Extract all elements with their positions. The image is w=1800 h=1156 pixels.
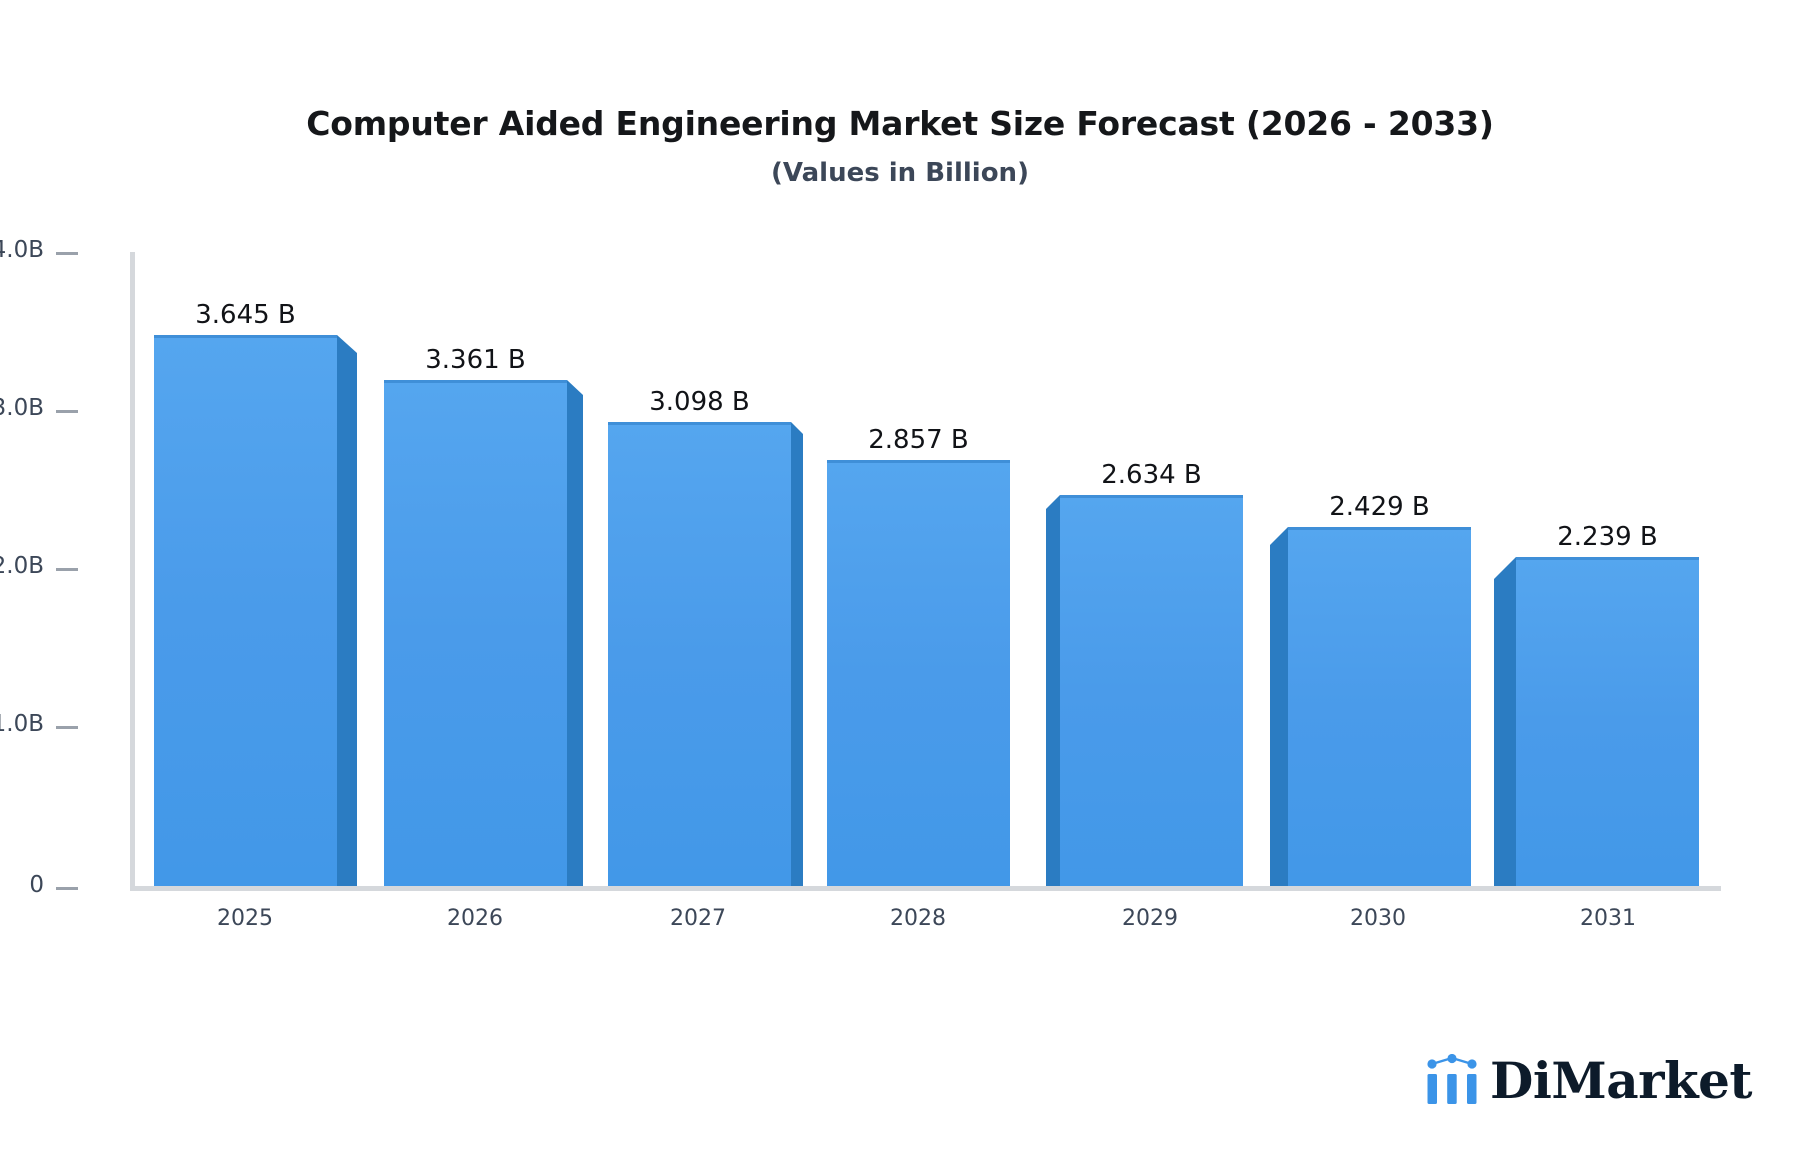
chart-title-block: Computer Aided Engineering Market Size F… (0, 104, 1800, 188)
bar-side-2031 (1494, 557, 1516, 886)
bar-2029[interactable] (1060, 495, 1243, 886)
bar-2028[interactable] (827, 460, 1010, 886)
bar-top-edge (1288, 527, 1471, 530)
y-axis-tick-dash (56, 252, 78, 255)
bar-top-edge (608, 422, 791, 425)
y-axis-tick-dash (56, 887, 78, 890)
x-axis-tick-2031: 2031 (1580, 906, 1636, 931)
bar-chart-logo-icon (1424, 1053, 1480, 1106)
y-axis-tick-label: 2.0B (0, 553, 44, 579)
y-axis-tick-label: 3.0B (0, 395, 44, 421)
page-title: Computer Aided Engineering Market Size F… (306, 104, 1494, 143)
x-axis-tick-2029: 2029 (1122, 906, 1178, 931)
bar-side-2030 (1270, 527, 1288, 886)
x-axis-tick-2027: 2027 (670, 906, 726, 931)
y-axis-line (130, 252, 135, 890)
bar-top-edge (827, 460, 1010, 463)
bar-2026[interactable] (384, 380, 567, 886)
bar-2027[interactable] (608, 422, 791, 886)
x-axis-tick-2028: 2028 (890, 906, 946, 931)
bar-value-2028: 2.857 B (868, 425, 969, 455)
y-axis-tick-label: 1.0B (0, 711, 44, 737)
y-axis-tick-label: 0 (29, 872, 44, 898)
bar-2031[interactable] (1516, 557, 1699, 886)
bar-top-edge (384, 380, 567, 383)
bar-top-edge (154, 335, 337, 338)
y-axis-tick-label: 4.0B (0, 237, 44, 263)
bar-value-2027: 3.098 B (649, 387, 750, 417)
x-axis-tick-2026: 2026 (447, 906, 503, 931)
bar-2030[interactable] (1288, 527, 1471, 886)
bar-value-2026: 3.361 B (425, 345, 526, 375)
bar-side-face-2025 (337, 335, 357, 886)
bar-side-2027 (791, 422, 803, 886)
bar-value-2031: 2.239 B (1557, 522, 1658, 552)
brand-name: DiMarket (1490, 1051, 1753, 1110)
bar-side-2029 (1046, 495, 1060, 886)
bar-top-edge (1060, 495, 1243, 498)
x-axis-tick-2025: 2025 (217, 906, 273, 931)
x-axis-tick-2030: 2030 (1350, 906, 1406, 931)
bar-value-2029: 2.634 B (1101, 460, 1202, 490)
bar-value-2030: 2.429 B (1329, 492, 1430, 522)
y-axis-tick-dash (56, 568, 78, 571)
chart-subtitle: (Values in Billion) (771, 157, 1029, 188)
bar-top-edge (1516, 557, 1699, 560)
x-axis-line (130, 886, 1721, 891)
y-axis-tick-dash (56, 726, 78, 729)
brand-logo: DiMarket (1424, 1046, 1753, 1110)
bar-side-2026 (567, 380, 583, 886)
bar-2025[interactable] (154, 335, 337, 886)
y-axis-tick-dash (56, 410, 78, 413)
bar-value-2025: 3.645 B (195, 300, 296, 330)
